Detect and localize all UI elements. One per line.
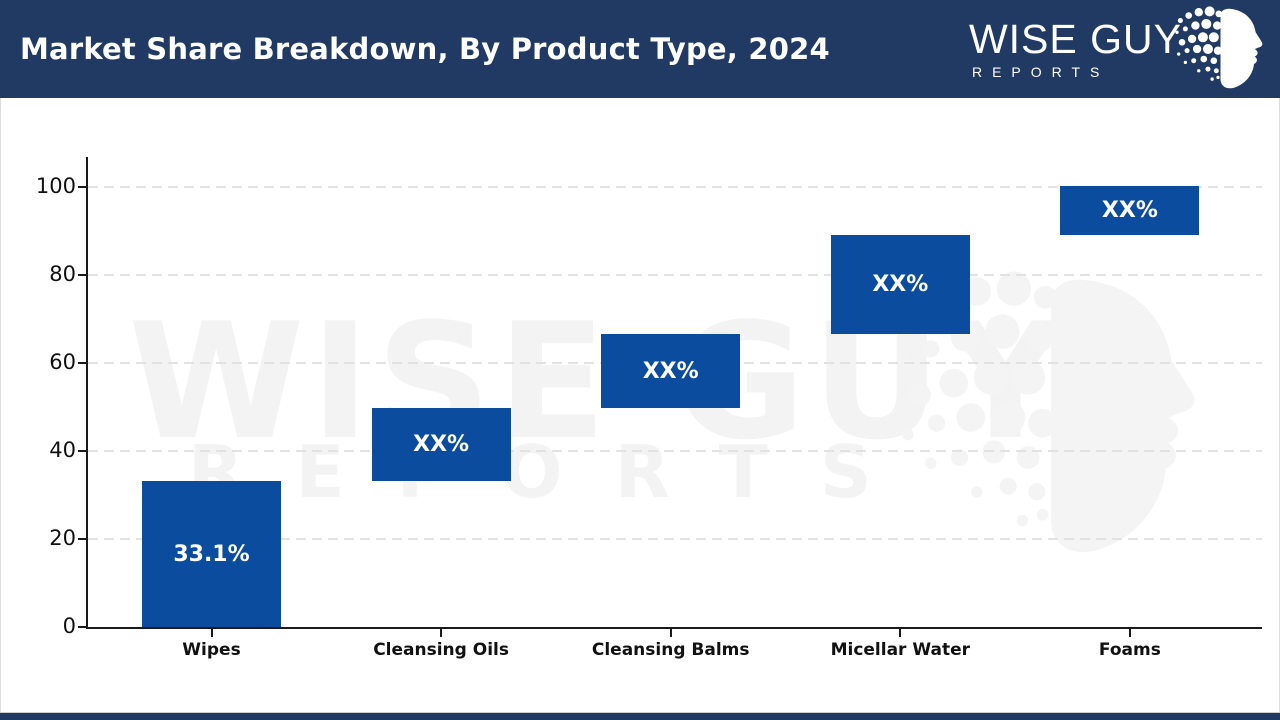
bar-value-label: XX% (413, 432, 470, 458)
y-tick-mark (78, 626, 86, 628)
x-tick-mark (210, 629, 213, 637)
y-tick-label: 100 (35, 174, 76, 198)
waterfall-bar-cleansing-oils: XX% (371, 408, 511, 482)
x-category-label: Cleansing Oils (373, 640, 509, 660)
bar-value-label: 33.1% (173, 541, 250, 567)
logo-text: WISE GUY REPORTS (968, 16, 1182, 80)
gridline (88, 538, 1262, 540)
logo-subtext: REPORTS (971, 64, 1110, 80)
y-tick-mark (78, 362, 86, 364)
gridline (88, 186, 1262, 188)
wise-guy-logo: WISE GUY REPORTS (969, 6, 1264, 92)
y-tick-mark (78, 538, 86, 540)
x-axis-line (86, 627, 1262, 629)
y-tick-mark (78, 274, 86, 276)
y-tick-label: 0 (62, 614, 76, 638)
x-category-label: Cleansing Balms (591, 640, 750, 660)
y-tick-label: 40 (49, 438, 76, 462)
bar-value-label: XX% (642, 358, 699, 384)
page-title: Market Share Breakdown, By Product Type,… (20, 32, 830, 66)
x-category-label: Wipes (182, 640, 241, 660)
y-tick-label: 80 (49, 262, 76, 286)
logo-wordmark: WISE GUY (968, 16, 1182, 62)
bar-value-label: XX% (872, 271, 929, 297)
gridline (88, 274, 1262, 276)
x-tick-mark (1128, 629, 1131, 637)
logo-face-icon (1175, 6, 1263, 89)
waterfall-bar-wipes: 33.1% (142, 481, 281, 627)
bar-value-label: XX% (1101, 197, 1158, 223)
y-tick-label: 20 (49, 526, 76, 550)
y-tick-label: 60 (49, 350, 76, 374)
x-tick-mark (440, 629, 443, 637)
x-category-label: Micellar Water (830, 640, 971, 660)
x-tick-mark (899, 629, 902, 637)
y-tick-mark (78, 186, 86, 188)
gridline (88, 450, 1262, 452)
watermark-subtext: REPORTS (188, 430, 924, 514)
footer-bar (0, 713, 1280, 720)
x-category-label: Foams (1098, 640, 1161, 660)
x-tick-mark (669, 629, 672, 637)
footer-divider (0, 712, 1280, 713)
y-tick-mark (78, 450, 86, 452)
header-bar: Market Share Breakdown, By Product Type,… (0, 0, 1280, 98)
waterfall-bar-cleansing-balms: XX% (601, 333, 741, 409)
waterfall-bar-foams: XX% (1060, 185, 1200, 235)
waterfall-bar-micellar-water: XX% (830, 234, 970, 334)
y-axis-line (86, 157, 88, 629)
